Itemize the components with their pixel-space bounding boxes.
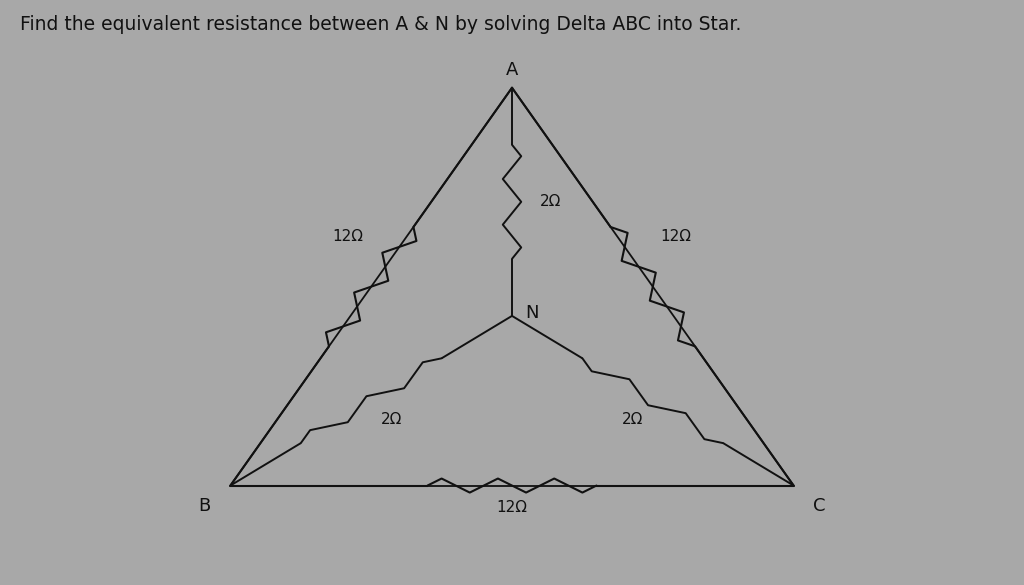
Text: 12Ω: 12Ω [332,229,364,244]
Text: A: A [506,61,518,79]
Text: 2Ω: 2Ω [541,194,561,209]
Text: Find the equivalent resistance between A & N by solving Delta ABC into Star.: Find the equivalent resistance between A… [20,15,741,33]
Text: 2Ω: 2Ω [622,412,643,427]
Text: 2Ω: 2Ω [381,412,402,427]
Text: 12Ω: 12Ω [660,229,692,244]
Text: 12Ω: 12Ω [497,500,527,515]
Text: C: C [813,497,825,515]
Text: B: B [199,497,211,515]
Text: N: N [525,304,540,322]
